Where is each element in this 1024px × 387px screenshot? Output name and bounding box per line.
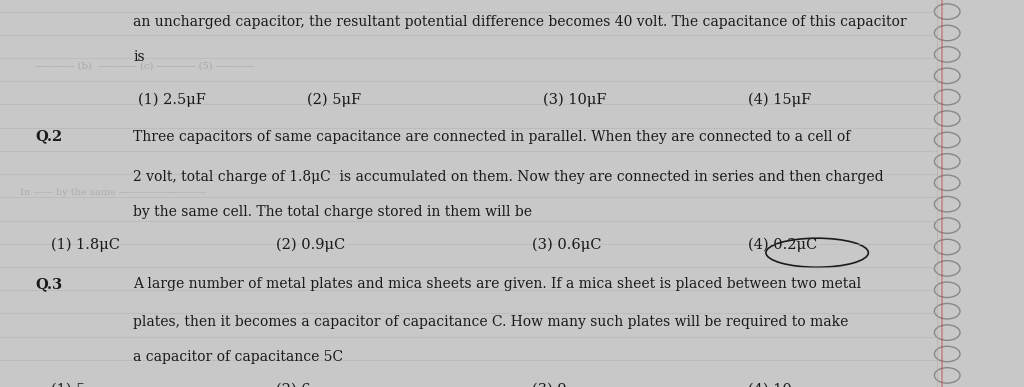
- Text: (2) 6: (2) 6: [276, 383, 311, 387]
- Text: ———— (b)  ———— (c) ———— (5) ————: ———— (b) ———— (c) ———— (5) ————: [20, 62, 255, 71]
- Text: by the same cell. The total charge stored in them will be: by the same cell. The total charge store…: [133, 205, 532, 219]
- Text: a capacitor of capacitance 5C: a capacitor of capacitance 5C: [133, 350, 343, 364]
- Text: (4) 10: (4) 10: [748, 383, 792, 387]
- Text: Q.3: Q.3: [36, 277, 62, 291]
- Text: (3) 0.6μC: (3) 0.6μC: [532, 238, 602, 252]
- Text: plates, then it becomes a capacitor of capacitance C. How many such plates will : plates, then it becomes a capacitor of c…: [133, 315, 849, 329]
- Text: (1) 1.8μC: (1) 1.8μC: [51, 238, 120, 252]
- Text: In —— by the same —————————: In —— by the same —————————: [20, 188, 207, 197]
- Text: (3) 9: (3) 9: [532, 383, 567, 387]
- Text: an uncharged capacitor, the resultant potential difference becomes 40 volt. The : an uncharged capacitor, the resultant po…: [133, 15, 906, 29]
- Bar: [937, 0, 1024, 387]
- Text: (1) 5: (1) 5: [51, 383, 86, 387]
- Text: (3) 10μF: (3) 10μF: [543, 93, 606, 107]
- Text: Three capacitors of same capacitance are connected in parallel. When they are co: Three capacitors of same capacitance are…: [133, 130, 851, 144]
- Text: (2) 5μF: (2) 5μF: [307, 93, 361, 107]
- Text: 2 volt, total charge of 1.8μC  is accumulated on them. Now they are connected in: 2 volt, total charge of 1.8μC is accumul…: [133, 170, 884, 184]
- Text: (4) 0.2μC: (4) 0.2μC: [748, 238, 817, 252]
- Text: Q.2: Q.2: [36, 130, 63, 144]
- Text: A large number of metal plates and mica sheets are given. If a mica sheet is pla: A large number of metal plates and mica …: [133, 277, 861, 291]
- Text: is: is: [133, 50, 144, 64]
- Text: (1) 2.5μF: (1) 2.5μF: [138, 93, 206, 107]
- Text: (4) 15μF: (4) 15μF: [748, 93, 811, 107]
- Text: (2) 0.9μC: (2) 0.9μC: [276, 238, 346, 252]
